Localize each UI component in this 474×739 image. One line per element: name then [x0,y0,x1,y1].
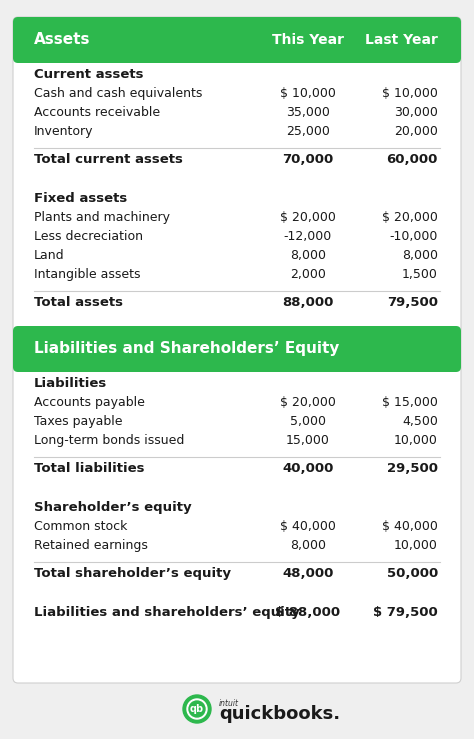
Text: Liabilities and shareholders’ equity: Liabilities and shareholders’ equity [34,606,300,619]
Text: 4,500: 4,500 [402,415,438,428]
Text: Accounts receivable: Accounts receivable [34,106,160,119]
Text: $ 20,000: $ 20,000 [280,211,336,224]
Bar [18,40,456,58]
Text: 8,000: 8,000 [402,249,438,262]
Text: $ 88,000: $ 88,000 [275,606,340,619]
Text: 10,000: 10,000 [394,539,438,552]
Text: This Year: This Year [272,33,344,47]
Text: Total shareholder’s equity: Total shareholder’s equity [34,567,231,580]
Text: Total assets: Total assets [34,296,123,309]
Text: 50,000: 50,000 [387,567,438,580]
Text: 15,000: 15,000 [286,434,330,447]
Text: Last Year: Last Year [365,33,438,47]
Text: qb: qb [190,704,204,714]
Circle shape [187,699,207,719]
Text: Long-term bonds issued: Long-term bonds issued [34,434,184,447]
FancyBboxPatch shape [13,17,461,63]
Text: 10,000: 10,000 [394,434,438,447]
Text: Plants and machinery: Plants and machinery [34,211,170,224]
Text: 48,000: 48,000 [283,567,334,580]
Text: 30,000: 30,000 [394,106,438,119]
Text: Liabilities: Liabilities [34,377,107,390]
Text: 40,000: 40,000 [283,462,334,475]
Text: $ 10,000: $ 10,000 [382,87,438,100]
Text: 20,000: 20,000 [394,125,438,138]
Text: Taxes payable: Taxes payable [34,415,122,428]
Text: Total current assets: Total current assets [34,153,183,166]
Text: $ 10,000: $ 10,000 [280,87,336,100]
Text: 2,000: 2,000 [290,268,326,281]
Text: $ 79,500: $ 79,500 [373,606,438,619]
Text: Accounts payable: Accounts payable [34,396,145,409]
Text: 8,000: 8,000 [290,249,326,262]
Text: $ 40,000: $ 40,000 [280,520,336,533]
Bar [18,349,456,367]
Text: Land: Land [34,249,64,262]
Text: Less decreciation: Less decreciation [34,230,143,243]
Text: 79,500: 79,500 [387,296,438,309]
Text: $ 20,000: $ 20,000 [382,211,438,224]
Text: -10,000: -10,000 [390,230,438,243]
Text: $ 15,000: $ 15,000 [382,396,438,409]
Text: -12,000: -12,000 [284,230,332,243]
Text: Inventory: Inventory [34,125,93,138]
Text: intuit: intuit [219,700,239,709]
Text: Assets: Assets [34,33,91,47]
Text: Retained earnings: Retained earnings [34,539,148,552]
Text: Total liabilities: Total liabilities [34,462,145,475]
Text: $ 20,000: $ 20,000 [280,396,336,409]
Text: quickbooks.: quickbooks. [219,705,340,723]
Text: 35,000: 35,000 [286,106,330,119]
Text: Current assets: Current assets [34,68,144,81]
Text: 8,000: 8,000 [290,539,326,552]
Text: 25,000: 25,000 [286,125,330,138]
Text: Intangible assets: Intangible assets [34,268,140,281]
Text: 60,000: 60,000 [387,153,438,166]
Circle shape [183,695,211,723]
Circle shape [189,701,205,717]
Text: Liabilities and Shareholders’ Equity: Liabilities and Shareholders’ Equity [34,341,339,356]
Text: Fixed assets: Fixed assets [34,192,127,205]
Text: $ 40,000: $ 40,000 [382,520,438,533]
Text: 88,000: 88,000 [283,296,334,309]
Text: Cash and cash equivalents: Cash and cash equivalents [34,87,202,100]
Text: 70,000: 70,000 [283,153,334,166]
FancyBboxPatch shape [13,326,461,372]
Text: 1,500: 1,500 [402,268,438,281]
Text: 29,500: 29,500 [387,462,438,475]
Text: Common stock: Common stock [34,520,128,533]
Text: 5,000: 5,000 [290,415,326,428]
Text: Shareholder’s equity: Shareholder’s equity [34,501,191,514]
FancyBboxPatch shape [13,17,461,683]
